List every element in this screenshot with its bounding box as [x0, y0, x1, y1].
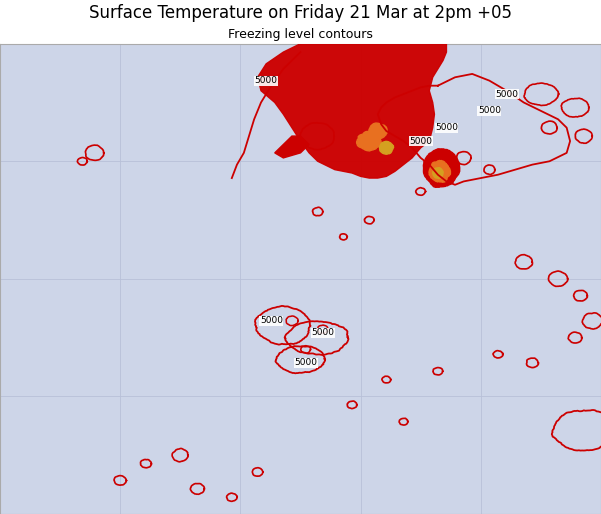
Text: Surface Temperature on Friday 21 Mar at 2pm +05: Surface Temperature on Friday 21 Mar at …	[89, 4, 512, 22]
Polygon shape	[368, 123, 387, 139]
Text: 5000: 5000	[409, 137, 432, 145]
Text: 5000: 5000	[294, 358, 317, 368]
Polygon shape	[275, 136, 309, 158]
Polygon shape	[433, 168, 443, 178]
Text: 5000: 5000	[478, 106, 501, 115]
Text: 5000: 5000	[260, 316, 283, 325]
Text: 5000: 5000	[495, 89, 518, 99]
Polygon shape	[429, 160, 451, 182]
Polygon shape	[379, 141, 394, 154]
Text: 5000: 5000	[311, 328, 334, 337]
Polygon shape	[356, 132, 381, 151]
Text: Freezing level contours: Freezing level contours	[228, 28, 373, 41]
Polygon shape	[258, 44, 447, 178]
Text: 5000: 5000	[435, 123, 458, 132]
Text: 5000: 5000	[255, 76, 278, 85]
Polygon shape	[423, 149, 460, 187]
